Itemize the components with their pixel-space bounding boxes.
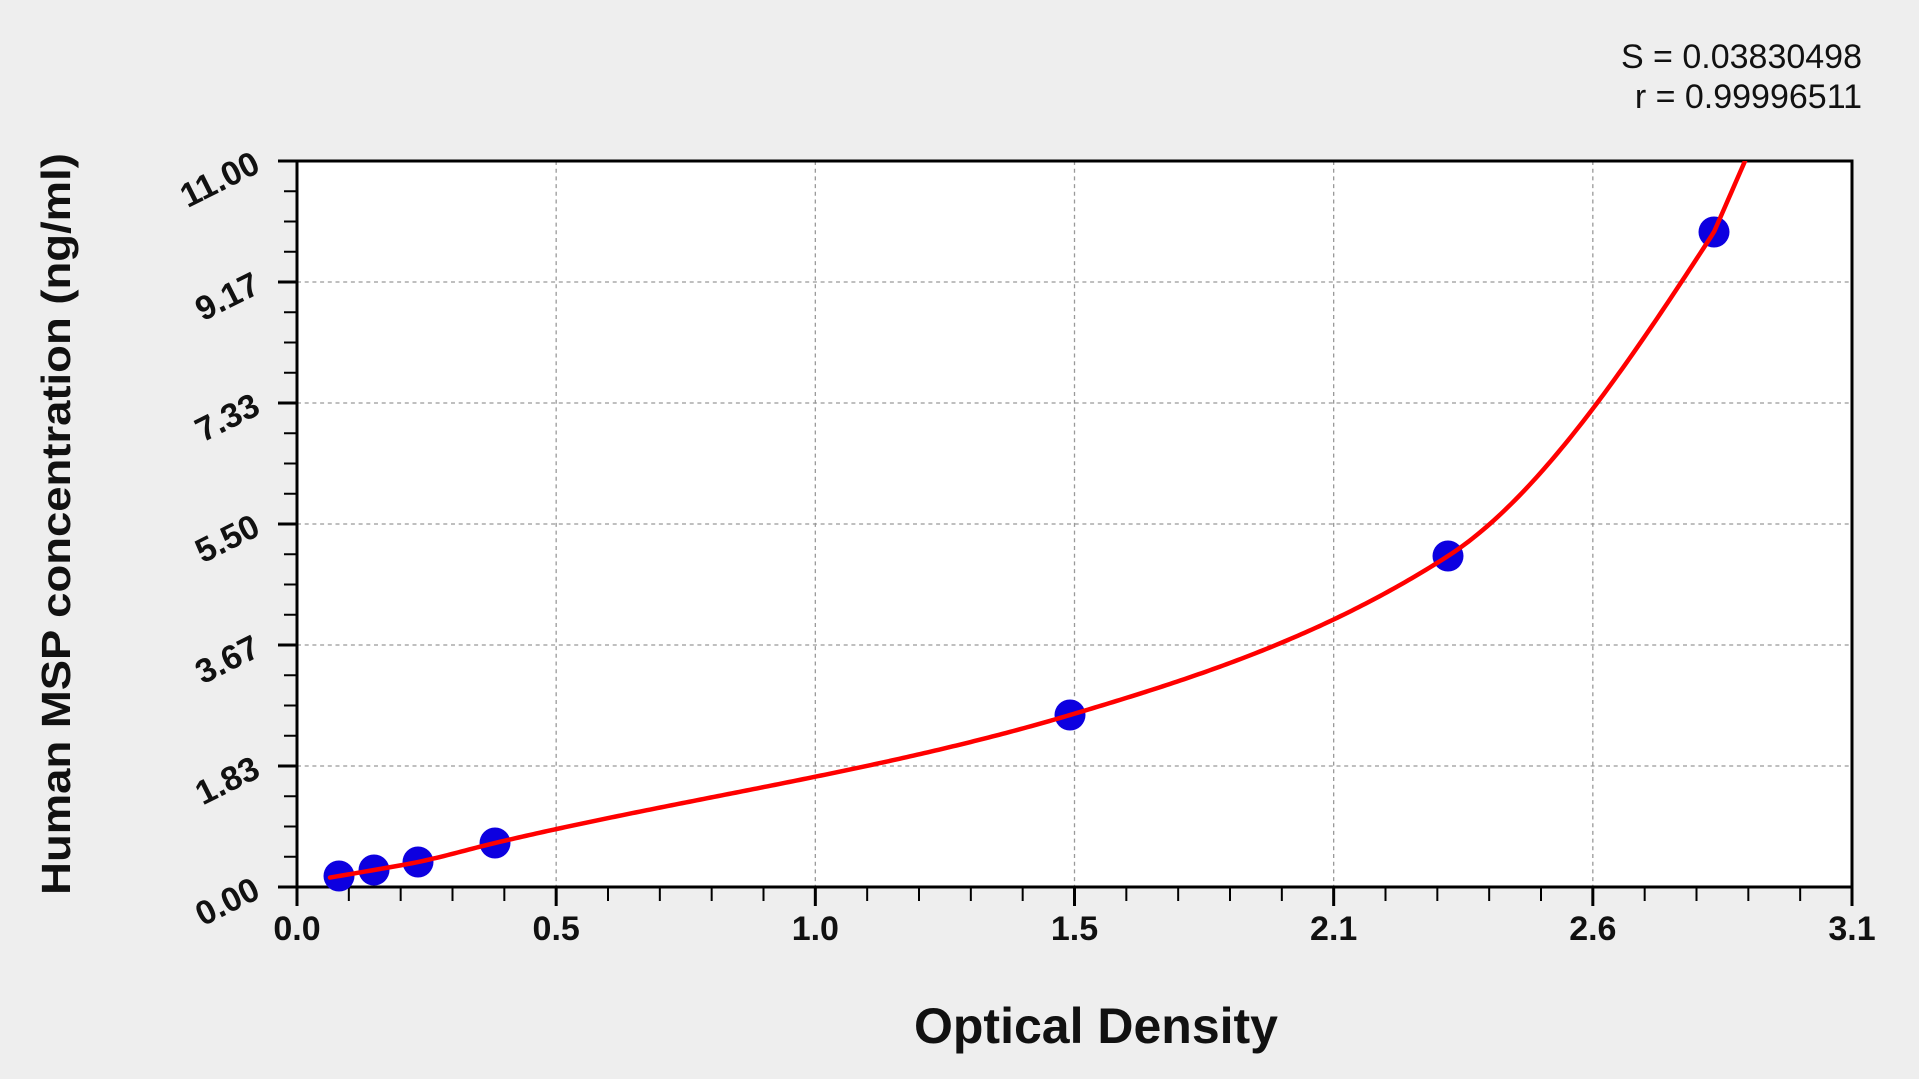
svg-text:0.5: 0.5	[533, 910, 580, 948]
svg-text:2.1: 2.1	[1310, 910, 1357, 948]
svg-text:1.5: 1.5	[1051, 910, 1098, 948]
svg-text:2.6: 2.6	[1569, 910, 1616, 948]
svg-text:3.1: 3.1	[1828, 910, 1875, 948]
svg-text:Human MSP concentration (ng/ml: Human MSP concentration (ng/ml)	[34, 153, 79, 895]
svg-text:S = 0.03830498: S = 0.03830498	[1621, 38, 1862, 76]
svg-text:0.0: 0.0	[273, 910, 320, 948]
svg-text:r = 0.99996511: r = 0.99996511	[1635, 78, 1862, 116]
svg-text:1.0: 1.0	[792, 910, 839, 948]
svg-text:Optical Density: Optical Density	[914, 998, 1278, 1054]
